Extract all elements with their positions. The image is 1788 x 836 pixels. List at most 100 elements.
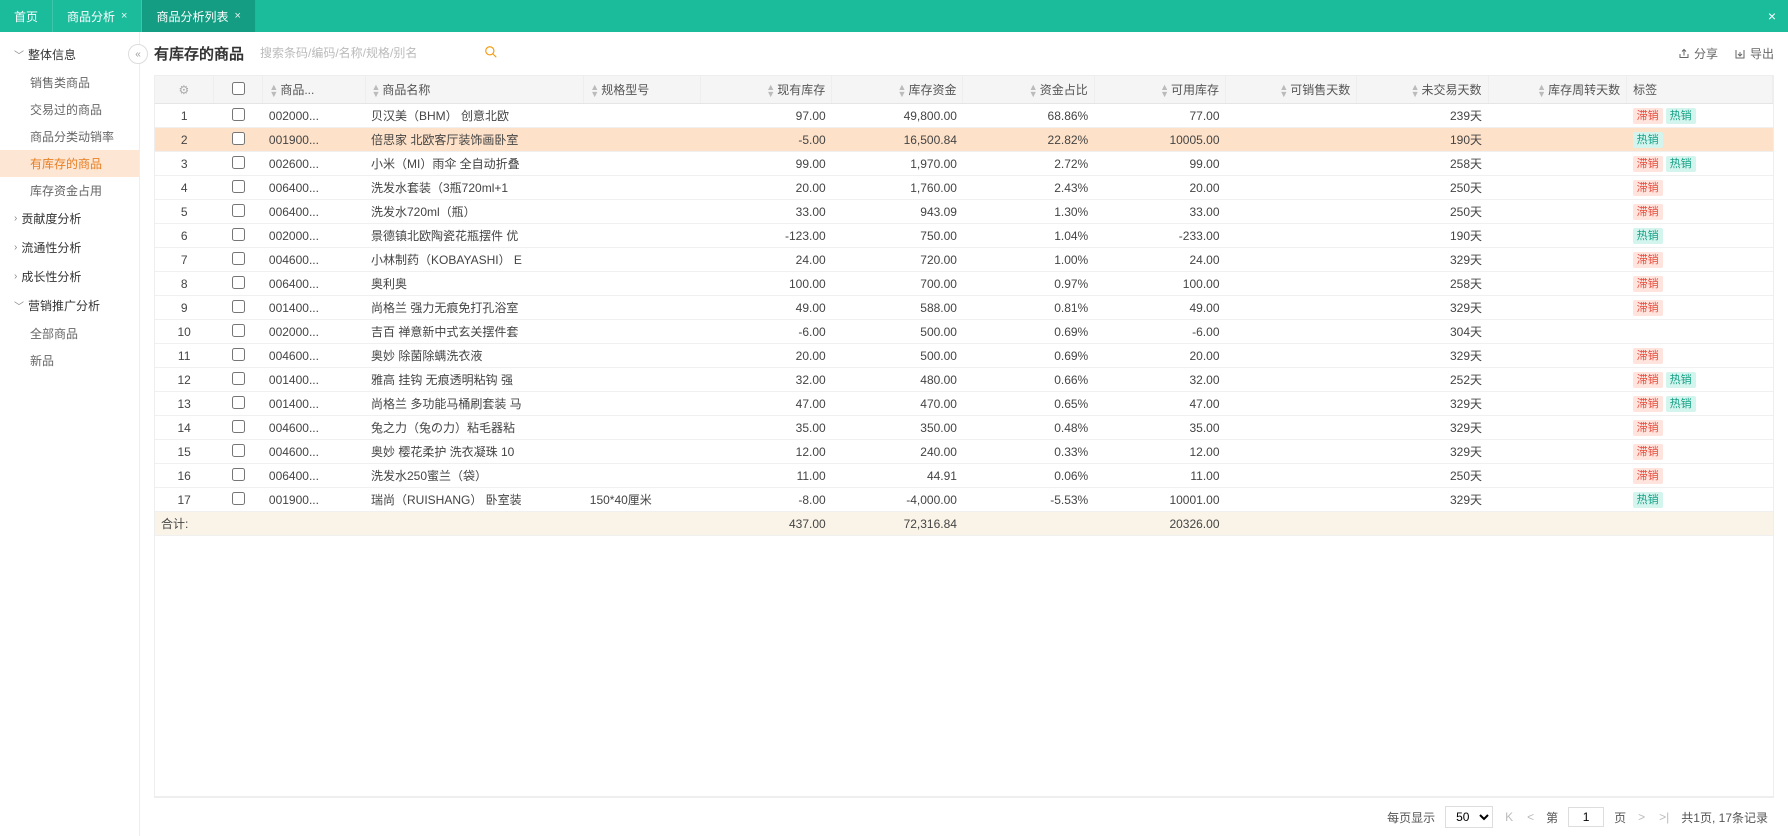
page-input[interactable]	[1568, 807, 1604, 827]
column-header-fund[interactable]: ▲▼库存资金	[832, 76, 963, 104]
row-checkbox[interactable]	[232, 348, 245, 361]
nav-item-销售类商品[interactable]: 销售类商品	[0, 69, 139, 96]
nav-item-全部商品[interactable]: 全部商品	[0, 320, 139, 347]
column-header-turn[interactable]: ▲▼库存周转天数	[1488, 76, 1627, 104]
row-checkbox[interactable]	[232, 276, 245, 289]
tag-badge: 滞销	[1633, 156, 1663, 172]
page-prev-button[interactable]: <	[1525, 810, 1536, 824]
table-row[interactable]: 6002000...景德镇北欧陶瓷花瓶摆件 优-123.00750.001.04…	[155, 224, 1773, 248]
tab-close-icon[interactable]: ×	[234, 10, 240, 22]
row-checkbox[interactable]	[232, 156, 245, 169]
row-checkbox[interactable]	[232, 324, 245, 337]
sidebar-collapse-button[interactable]: «	[128, 44, 148, 64]
totals-stock: 437.00	[700, 512, 831, 536]
column-header-name[interactable]: ▲▼商品名称	[365, 76, 584, 104]
cell-saledays	[1226, 152, 1357, 176]
cell-fund: 470.00	[832, 392, 963, 416]
per-page-select[interactable]: 50	[1445, 806, 1493, 828]
table-row[interactable]: 15004600...奥妙 樱花柔护 洗衣凝珠 1012.00240.000.3…	[155, 440, 1773, 464]
select-all-checkbox[interactable]	[232, 82, 245, 95]
row-index: 8	[155, 272, 213, 296]
column-header-notrade[interactable]: ▲▼未交易天数	[1357, 76, 1488, 104]
cell-avail: 10005.00	[1094, 128, 1225, 152]
table-row[interactable]: 10002000...吉百 禅意新中式玄关摆件套-6.00500.000.69%…	[155, 320, 1773, 344]
table-row[interactable]: 16006400...洗发水250蜜兰（袋）11.0044.910.06%11.…	[155, 464, 1773, 488]
nav-group-贡献度分析[interactable]: ›贡献度分析	[0, 204, 139, 233]
cell-tags: 热销	[1627, 488, 1773, 512]
table-row[interactable]: 3002600...小米（MI）雨伞 全自动折叠99.001,970.002.7…	[155, 152, 1773, 176]
table-row[interactable]: 12001400...雅高 挂钩 无痕透明粘钩 强32.00480.000.66…	[155, 368, 1773, 392]
export-button[interactable]: 导出	[1734, 45, 1774, 62]
table-row[interactable]: 2001900...倍思家 北欧客厅装饰画卧室-5.0016,500.8422.…	[155, 128, 1773, 152]
row-checkbox[interactable]	[232, 468, 245, 481]
row-index: 13	[155, 392, 213, 416]
table-row[interactable]: 5006400...洗发水720ml（瓶）33.00943.091.30%33.…	[155, 200, 1773, 224]
column-header-tags: 标签	[1627, 76, 1773, 104]
cell-stock: 33.00	[700, 200, 831, 224]
cell-spec: 150*40厘米	[584, 488, 701, 512]
nav-group-整体信息[interactable]: ﹀整体信息	[0, 40, 139, 69]
cell-fund: 750.00	[832, 224, 963, 248]
row-checkbox[interactable]	[232, 132, 245, 145]
row-checkbox[interactable]	[232, 204, 245, 217]
column-header-stock[interactable]: ▲▼现有库存	[700, 76, 831, 104]
share-button[interactable]: 分享	[1678, 45, 1718, 62]
search-input[interactable]	[258, 42, 478, 65]
row-checkbox[interactable]	[232, 396, 245, 409]
page-next-button[interactable]: >	[1636, 810, 1647, 824]
cell-saledays	[1226, 224, 1357, 248]
column-header-avail[interactable]: ▲▼可用库存	[1094, 76, 1225, 104]
column-header-code[interactable]: ▲▼商品...	[263, 76, 365, 104]
topbar-close-button[interactable]: ×	[1756, 0, 1788, 32]
table-row[interactable]: 1002000...贝汉美（BHM） 创意北欧97.0049,800.0068.…	[155, 104, 1773, 128]
table-row[interactable]: 17001900...瑞尚（RUISHANG） 卧室装150*40厘米-8.00…	[155, 488, 1773, 512]
cell-name: 奥利奥	[365, 272, 584, 296]
tag-badge: 热销	[1666, 396, 1696, 412]
search-icon[interactable]	[484, 45, 498, 62]
nav-item-商品分类动销率[interactable]: 商品分类动销率	[0, 123, 139, 150]
column-header-spec[interactable]: ▲▼规格型号	[584, 76, 701, 104]
cell-stock: 20.00	[700, 176, 831, 200]
tab-首页[interactable]: 首页	[0, 0, 53, 32]
row-checkbox[interactable]	[232, 108, 245, 121]
nav-item-库存资金占用[interactable]: 库存资金占用	[0, 177, 139, 204]
row-checkbox[interactable]	[232, 444, 245, 457]
nav-item-新品[interactable]: 新品	[0, 347, 139, 374]
data-table-container: ⚙▲▼商品...▲▼商品名称▲▼规格型号▲▼现有库存▲▼库存资金▲▼资金占比▲▼…	[154, 75, 1774, 797]
column-header-pct[interactable]: ▲▼资金占比	[963, 76, 1094, 104]
nav-group-成长性分析[interactable]: ›成长性分析	[0, 262, 139, 291]
cell-notrade: 190天	[1357, 128, 1488, 152]
tab-商品分析[interactable]: 商品分析×	[53, 0, 142, 32]
cell-tags: 滞销	[1627, 464, 1773, 488]
nav-item-交易过的商品[interactable]: 交易过的商品	[0, 96, 139, 123]
table-row[interactable]: 7004600...小林制药（KOBAYASHI） E24.00720.001.…	[155, 248, 1773, 272]
table-row[interactable]: 11004600...奥妙 除菌除螨洗衣液20.00500.000.69%20.…	[155, 344, 1773, 368]
row-checkbox[interactable]	[232, 372, 245, 385]
table-row[interactable]: 8006400...奥利奥100.00700.000.97%100.00258天…	[155, 272, 1773, 296]
cell-code: 006400...	[263, 272, 365, 296]
row-checkbox[interactable]	[232, 492, 245, 505]
cell-spec	[584, 296, 701, 320]
cell-name: 倍思家 北欧客厅装饰画卧室	[365, 128, 584, 152]
row-checkbox[interactable]	[232, 180, 245, 193]
sort-icon: ▲▼	[1160, 84, 1169, 98]
nav-group-流通性分析[interactable]: ›流通性分析	[0, 233, 139, 262]
table-row[interactable]: 14004600...兔之力（兔の力）粘毛器粘35.00350.000.48%3…	[155, 416, 1773, 440]
column-header-saledays[interactable]: ▲▼可销售天数	[1226, 76, 1357, 104]
table-row[interactable]: 9001400...尚格兰 强力无痕免打孔浴室49.00588.000.81%4…	[155, 296, 1773, 320]
row-checkbox[interactable]	[232, 228, 245, 241]
row-checkbox[interactable]	[232, 252, 245, 265]
nav-group-营销推广分析[interactable]: ﹀营销推广分析	[0, 291, 139, 320]
row-checkbox[interactable]	[232, 300, 245, 313]
gear-icon[interactable]: ⚙	[179, 83, 190, 97]
table-row[interactable]: 13001400...尚格兰 多功能马桶刷套装 马47.00470.000.65…	[155, 392, 1773, 416]
cell-saledays	[1226, 344, 1357, 368]
cell-tags: 滞销	[1627, 272, 1773, 296]
row-checkbox[interactable]	[232, 420, 245, 433]
page-last-button[interactable]: >|	[1657, 810, 1671, 824]
tab-商品分析列表[interactable]: 商品分析列表×	[142, 0, 255, 32]
page-first-button[interactable]: K	[1503, 810, 1515, 824]
tab-close-icon[interactable]: ×	[121, 10, 127, 22]
nav-item-有库存的商品[interactable]: 有库存的商品	[0, 150, 139, 177]
table-row[interactable]: 4006400...洗发水套装（3瓶720ml+120.001,760.002.…	[155, 176, 1773, 200]
